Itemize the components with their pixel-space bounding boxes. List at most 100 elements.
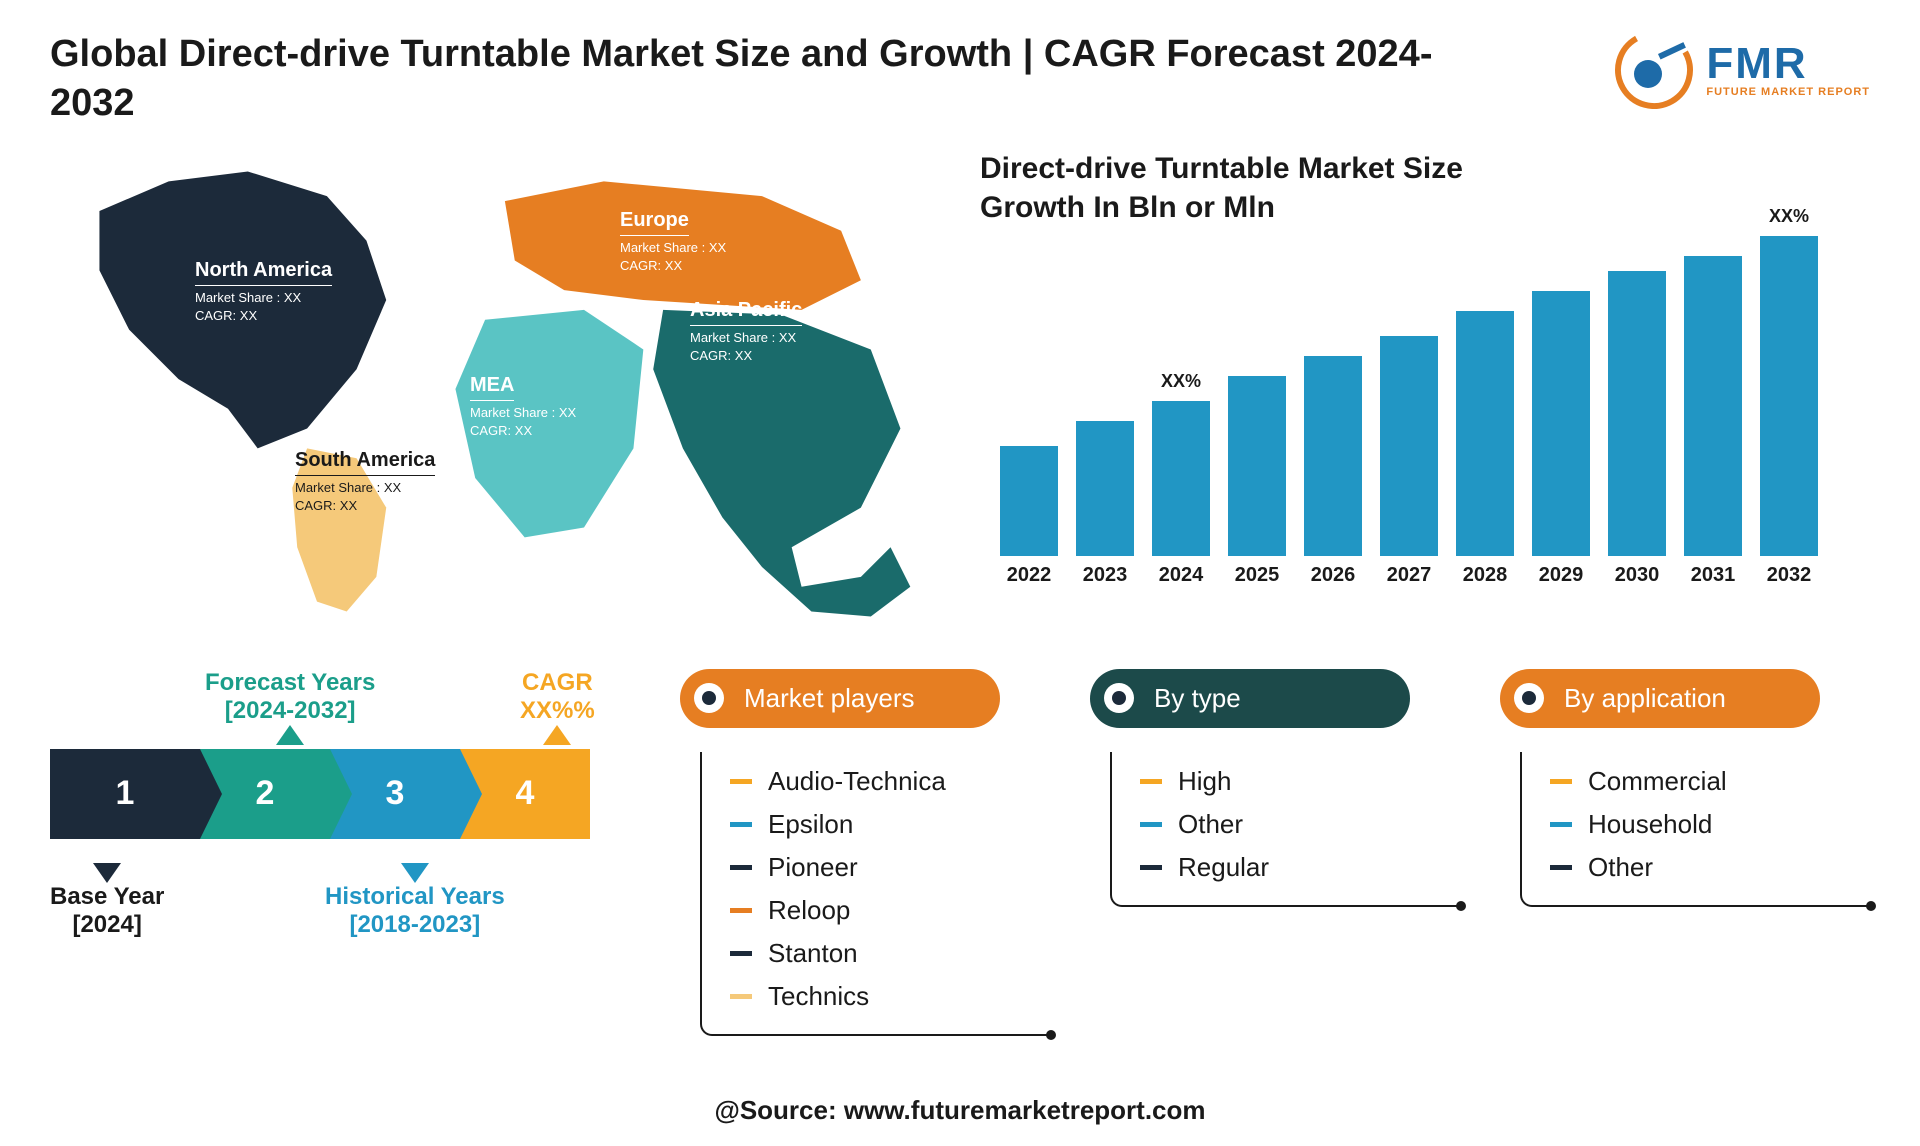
forecast-text: Forecast Years (205, 669, 375, 697)
bar-year: 2023 (1083, 564, 1128, 587)
bar-2025: 2025 (1228, 346, 1286, 587)
fmr-logo: FMR FUTURE MARKET REPORT (1614, 30, 1870, 110)
segment-list: Audio-Technica Epsilon Pioneer Reloop St… (700, 752, 1050, 1036)
timeline-steps: 1234 (50, 749, 650, 839)
region-label-mea: MEAMarket Share : XXCAGR: XX (470, 374, 576, 440)
segment-item: High (1140, 760, 1460, 803)
region-label-ap: Asia PacificMarket Share : XXCAGR: XX (690, 299, 802, 365)
bar-year: 2031 (1691, 564, 1736, 587)
bar-2027: 2027 (1380, 306, 1438, 587)
bar-rect (1380, 336, 1438, 556)
bars-container: 2022 2023 XX% 2024 2025 2026 2027 2028 2… (980, 247, 1870, 587)
bottom-row: Forecast Years [2024-2032] CAGR XX%% 123… (50, 669, 1870, 1036)
historical-label: Historical Years [2018-2023] (325, 857, 505, 939)
segment-title: Market players (744, 683, 915, 714)
bar-2030: 2030 (1608, 241, 1666, 587)
segment-market-players: Market players Audio-Technica Epsilon Pi… (680, 669, 1050, 1036)
segment-title: By type (1154, 683, 1241, 714)
bar-2029: 2029 (1532, 261, 1590, 587)
segment-item: Stanton (730, 932, 1050, 975)
bar-year: 2025 (1235, 564, 1280, 587)
segment-item: Household (1550, 803, 1870, 846)
segment-item-label: Commercial (1588, 766, 1727, 797)
segment-list: High Other Regular (1110, 752, 1460, 907)
bar-rect (1684, 256, 1742, 556)
dash-icon (1140, 865, 1162, 870)
bar-rect (1228, 376, 1286, 556)
bar-year: 2026 (1311, 564, 1356, 587)
source-attribution: @Source: www.futuremarketreport.com (714, 1095, 1205, 1126)
bar-2031: 2031 (1684, 226, 1742, 587)
triangle-up-icon (276, 725, 304, 745)
forecast-label: Forecast Years [2024-2032] (205, 669, 375, 751)
segment-pill: By type (1090, 669, 1410, 728)
segment-item-label: Other (1178, 809, 1243, 840)
segment-item-label: Regular (1178, 852, 1269, 883)
segment-item-label: Reloop (768, 895, 850, 926)
cagr-text: CAGR (520, 669, 595, 697)
historical-text: Historical Years (325, 883, 505, 911)
circle-icon (1514, 683, 1544, 713)
dash-icon (730, 822, 752, 827)
page-title: Global Direct-drive Turntable Market Siz… (50, 30, 1450, 129)
bar-year: 2029 (1539, 564, 1584, 587)
region-label-sa: South AmericaMarket Share : XXCAGR: XX (295, 449, 435, 515)
segment-item: Other (1550, 846, 1870, 889)
bar-rect (1000, 446, 1058, 556)
dash-icon (1550, 865, 1572, 870)
bar-year: 2032 (1767, 564, 1812, 587)
segment-list: Commercial Household Other (1520, 752, 1870, 907)
segment-item: Audio-Technica (730, 760, 1050, 803)
dash-icon (1550, 779, 1572, 784)
base-label: Base Year [2024] (50, 857, 164, 939)
logo-text-sub: FUTURE MARKET REPORT (1706, 86, 1870, 98)
dash-icon (1140, 779, 1162, 784)
segment-item: Regular (1140, 846, 1460, 889)
segment-item-label: Pioneer (768, 852, 858, 883)
bar-2024: XX% 2024 (1152, 371, 1210, 587)
world-map: North AmericaMarket Share : XXCAGR: XXSo… (50, 149, 940, 629)
region-label-eu: EuropeMarket Share : XXCAGR: XX (620, 209, 726, 275)
bar-rect (1608, 271, 1666, 556)
triangle-up-icon (543, 725, 571, 745)
segment-item: Pioneer (730, 846, 1050, 889)
bar-2028: 2028 (1456, 281, 1514, 587)
segment-pill: Market players (680, 669, 1000, 728)
bar-year: 2024 (1159, 564, 1204, 587)
cagr-label: CAGR XX%% (520, 669, 595, 751)
bar-rect (1760, 236, 1818, 556)
base-text: Base Year (50, 883, 164, 911)
bar-2026: 2026 (1304, 326, 1362, 587)
bar-label: XX% (1161, 371, 1201, 393)
circle-icon (694, 683, 724, 713)
bar-rect (1152, 401, 1210, 556)
dash-icon (730, 865, 752, 870)
dash-icon (1550, 822, 1572, 827)
bar-rect (1532, 291, 1590, 556)
segment-item-label: High (1178, 766, 1231, 797)
bar-2032: XX% 2032 (1760, 206, 1818, 587)
base-range: [2024] (50, 911, 164, 939)
segment-item-label: Household (1588, 809, 1712, 840)
dash-icon (730, 951, 752, 956)
header: Global Direct-drive Turntable Market Siz… (50, 30, 1870, 129)
bar-year: 2027 (1387, 564, 1432, 587)
bar-year: 2022 (1007, 564, 1052, 587)
dash-icon (730, 908, 752, 913)
historical-range: [2018-2023] (325, 911, 505, 939)
logo-text-main: FMR (1706, 42, 1870, 86)
forecast-range: [2024-2032] (205, 697, 375, 725)
bar-year: 2030 (1615, 564, 1660, 587)
segment-pill: By application (1500, 669, 1820, 728)
bar-chart: Direct-drive Turntable Market Size Growt… (980, 149, 1870, 629)
segment-item-label: Epsilon (768, 809, 853, 840)
segment-item-label: Stanton (768, 938, 858, 969)
segment-item: Reloop (730, 889, 1050, 932)
segment-title: By application (1564, 683, 1726, 714)
bar-rect (1456, 311, 1514, 556)
bar-label: XX% (1769, 206, 1809, 228)
segment-by-application: By application Commercial Household Othe… (1500, 669, 1870, 1036)
dash-icon (730, 779, 752, 784)
segment-by-type: By type High Other Regular (1090, 669, 1460, 1036)
timeline-step-1: 1 (50, 749, 200, 839)
